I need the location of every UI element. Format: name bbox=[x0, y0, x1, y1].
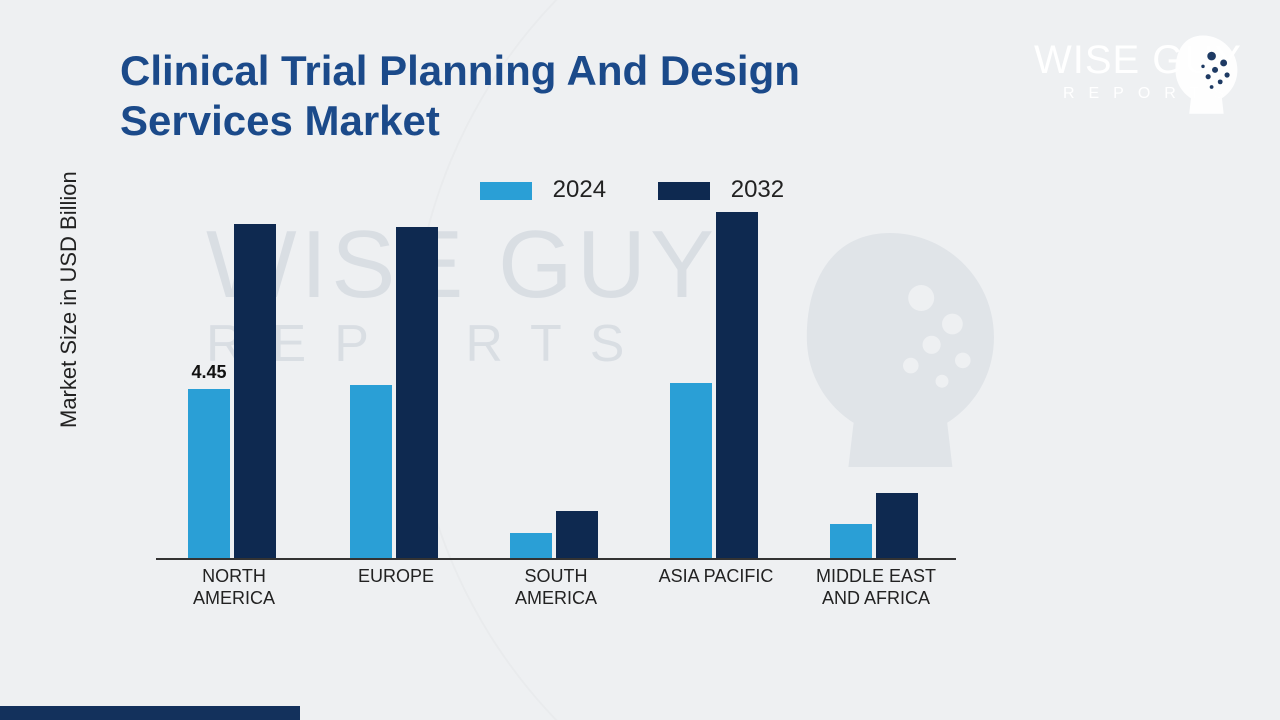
bar-2024 bbox=[830, 524, 872, 558]
bar-group bbox=[336, 178, 456, 558]
bar-2032 bbox=[556, 511, 598, 559]
x-label: SOUTH AMERICA bbox=[486, 566, 626, 609]
chart-area: Market Size in USD Billion WISE GUY REPO… bbox=[60, 170, 970, 640]
value-label: 4.45 bbox=[179, 362, 239, 383]
plot-region: WISE GUY REPORTS 4.45 bbox=[156, 180, 956, 560]
bar-2032 bbox=[234, 224, 276, 558]
bar-2024 bbox=[188, 389, 230, 558]
bar-2024 bbox=[350, 385, 392, 558]
x-label: MIDDLE EAST AND AFRICA bbox=[806, 566, 946, 609]
x-label: NORTH AMERICA bbox=[164, 566, 304, 609]
bar-2024 bbox=[510, 533, 552, 558]
bar-2032 bbox=[876, 493, 918, 558]
bar-2024 bbox=[670, 383, 712, 558]
chart-title: Clinical Trial Planning And Design Servi… bbox=[120, 46, 840, 145]
bar-group bbox=[816, 178, 936, 558]
logo-head-icon bbox=[1160, 32, 1246, 118]
bar-group bbox=[496, 178, 616, 558]
x-label: ASIA PACIFIC bbox=[646, 566, 786, 588]
y-axis-label: Market Size in USD Billion bbox=[56, 171, 82, 428]
stage: Clinical Trial Planning And Design Servi… bbox=[0, 0, 1280, 720]
bar-2032 bbox=[716, 212, 758, 558]
bar-group bbox=[656, 178, 776, 558]
bar-2032 bbox=[396, 227, 438, 558]
bottom-accent-bar bbox=[0, 706, 300, 720]
x-label: EUROPE bbox=[326, 566, 466, 588]
brand-logo: WISE GUY REPORTS bbox=[1034, 38, 1242, 103]
